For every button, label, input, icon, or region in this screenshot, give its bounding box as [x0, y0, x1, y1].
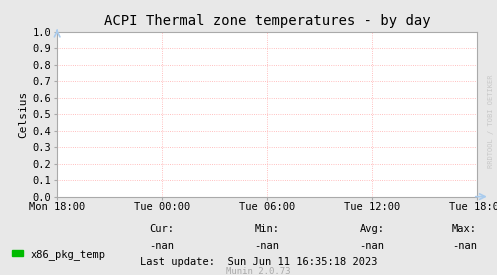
- Text: -nan: -nan: [150, 241, 174, 251]
- Text: -nan: -nan: [254, 241, 280, 251]
- Text: Last update:  Sun Jun 11 16:35:18 2023: Last update: Sun Jun 11 16:35:18 2023: [140, 257, 377, 266]
- Title: ACPI Thermal zone temperatures - by day: ACPI Thermal zone temperatures - by day: [104, 14, 430, 28]
- Text: x86_pkg_temp: x86_pkg_temp: [31, 249, 106, 260]
- Text: Cur:: Cur:: [150, 224, 174, 234]
- Text: -nan: -nan: [360, 241, 385, 251]
- Y-axis label: Celsius: Celsius: [19, 90, 29, 138]
- Text: RRDTOOL / TOBI OETIKER: RRDTOOL / TOBI OETIKER: [488, 74, 494, 168]
- Text: Max:: Max:: [452, 224, 477, 234]
- Text: Munin 2.0.73: Munin 2.0.73: [226, 268, 291, 275]
- Text: -nan: -nan: [452, 241, 477, 251]
- Text: Min:: Min:: [254, 224, 280, 234]
- Text: Avg:: Avg:: [360, 224, 385, 234]
